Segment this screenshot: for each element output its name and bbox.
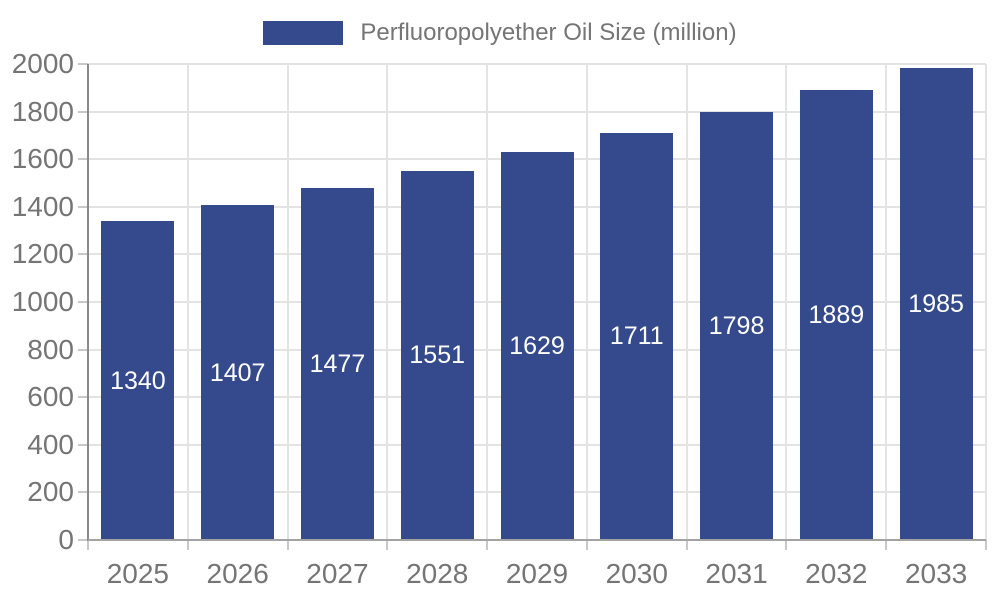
y-tick-label: 600 bbox=[27, 381, 74, 413]
x-tick-label: 2032 bbox=[805, 558, 868, 589]
x-axis-tick bbox=[985, 540, 987, 550]
legend-swatch bbox=[263, 21, 344, 45]
gridline-vertical bbox=[386, 64, 389, 540]
y-tick-label: 1800 bbox=[11, 95, 74, 127]
y-tick-label: 1600 bbox=[11, 143, 74, 175]
bar[interactable] bbox=[700, 112, 774, 540]
x-tick-label: 2028 bbox=[406, 558, 469, 589]
gridline-horizontal bbox=[88, 110, 986, 113]
y-tick-label: 0 bbox=[58, 524, 74, 555]
x-axis-tick bbox=[486, 540, 489, 550]
bar[interactable] bbox=[600, 132, 674, 540]
x-tick-label: 2033 bbox=[904, 558, 968, 589]
y-axis-tick bbox=[78, 539, 88, 541]
bar-value-label: 1798 bbox=[708, 312, 765, 341]
x-tick-label: 2030 bbox=[605, 558, 668, 589]
y-tick-label: 400 bbox=[27, 428, 74, 460]
bar-value-label: 1711 bbox=[609, 322, 664, 351]
bar-value-label: 1889 bbox=[808, 301, 865, 330]
bar[interactable] bbox=[899, 67, 973, 540]
bar-value-label: 1985 bbox=[908, 289, 964, 318]
gridline-vertical bbox=[785, 64, 788, 540]
bar[interactable] bbox=[300, 188, 374, 540]
gridline-vertical bbox=[585, 64, 588, 540]
x-tick-label: 2029 bbox=[505, 558, 569, 589]
gridline-vertical bbox=[885, 64, 888, 540]
y-axis-tick bbox=[78, 301, 88, 303]
x-tick-label: 2025 bbox=[106, 558, 170, 589]
y-tick-label: 200 bbox=[27, 476, 74, 508]
bar[interactable] bbox=[101, 221, 175, 540]
y-axis-tick bbox=[78, 253, 88, 256]
x-axis-tick bbox=[186, 540, 189, 550]
x-axis-tick bbox=[386, 540, 389, 550]
bar-value-label: 1551 bbox=[409, 341, 466, 370]
y-axis-tick bbox=[78, 63, 88, 65]
bar[interactable] bbox=[400, 170, 474, 540]
x-axis-tick bbox=[785, 540, 788, 550]
gridline-vertical bbox=[985, 64, 987, 540]
x-axis-tick bbox=[685, 540, 688, 550]
y-axis-line bbox=[87, 64, 89, 541]
y-tick-label: 1000 bbox=[11, 286, 74, 317]
x-axis-tick bbox=[87, 540, 89, 550]
bar-value-label: 1407 bbox=[209, 358, 266, 387]
y-tick-label: 1200 bbox=[11, 238, 74, 270]
y-axis-tick bbox=[78, 348, 88, 351]
y-axis-tick bbox=[78, 396, 88, 399]
y-axis-tick bbox=[78, 205, 88, 208]
bar-value-label: 1477 bbox=[309, 350, 366, 379]
y-axis-tick bbox=[78, 491, 88, 494]
x-axis-tick bbox=[585, 540, 588, 550]
x-tick-label: 2026 bbox=[206, 558, 269, 589]
y-axis-tick bbox=[78, 443, 88, 446]
x-axis-line bbox=[88, 539, 986, 541]
y-tick-label: 1400 bbox=[11, 190, 74, 222]
gridline-vertical bbox=[186, 64, 189, 540]
legend-label: Perfluoropolyether Oil Size (million) bbox=[360, 19, 737, 46]
gridline-vertical bbox=[486, 64, 489, 540]
x-tick-label: 2027 bbox=[306, 558, 369, 589]
gridline-vertical bbox=[685, 64, 688, 540]
bar[interactable] bbox=[799, 90, 873, 540]
y-axis-tick bbox=[78, 158, 88, 161]
x-tick-label: 2031 bbox=[705, 558, 768, 589]
y-tick-label: 800 bbox=[27, 333, 74, 365]
bar-value-label: 1340 bbox=[110, 366, 166, 395]
x-axis-tick bbox=[286, 540, 289, 550]
bar[interactable] bbox=[500, 152, 574, 540]
x-axis-tick bbox=[885, 540, 888, 550]
y-tick-label: 2000 bbox=[11, 48, 74, 79]
bar[interactable] bbox=[201, 205, 275, 540]
gridline-vertical bbox=[286, 64, 289, 540]
gridline-horizontal bbox=[88, 63, 986, 65]
bar-value-label: 1629 bbox=[509, 332, 565, 361]
y-axis-tick bbox=[78, 110, 88, 113]
legend[interactable]: Perfluoropolyether Oil Size (million) bbox=[0, 19, 1000, 47]
